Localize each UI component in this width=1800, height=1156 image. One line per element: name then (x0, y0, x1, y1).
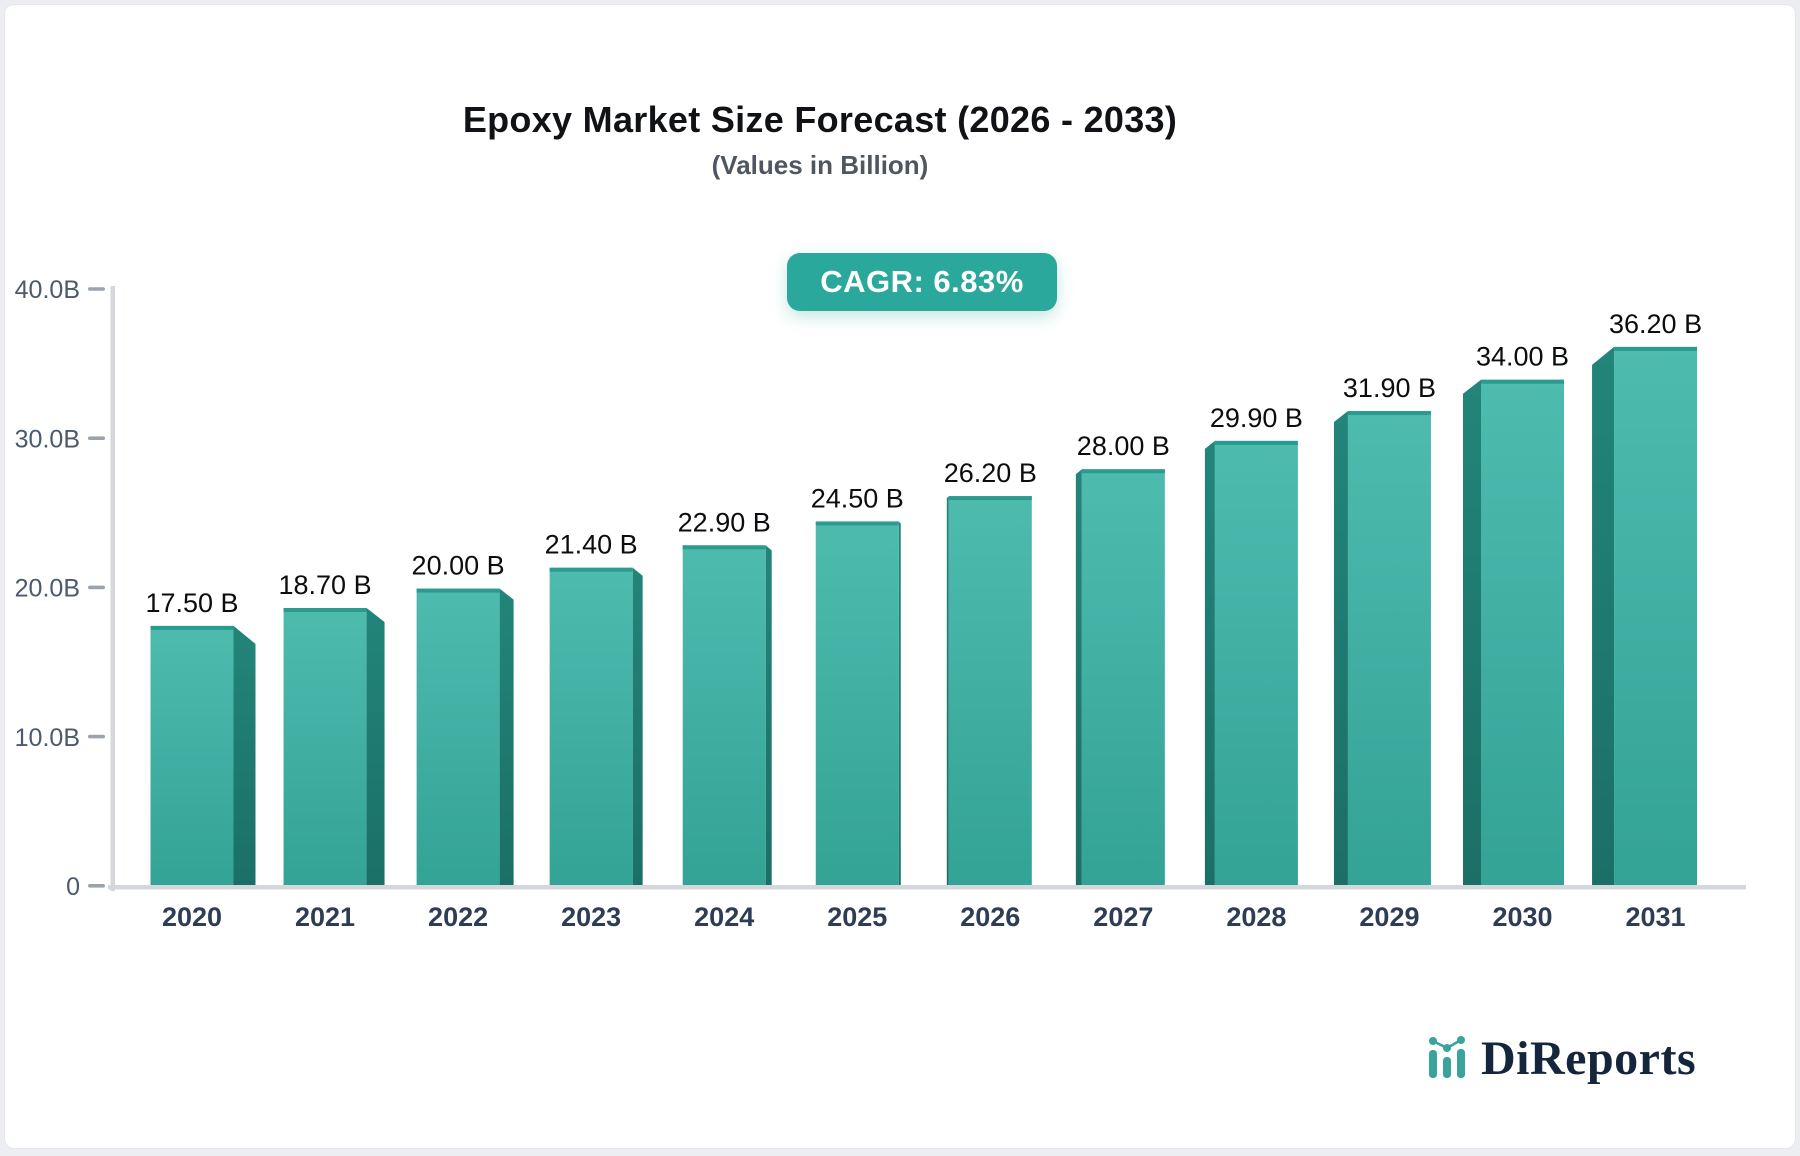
y-axis-label: 0 (66, 873, 80, 901)
x-axis-line (108, 885, 1746, 890)
cagr-badge-label: CAGR: 6.83% (820, 264, 1024, 299)
bar-front-face (682, 545, 766, 887)
bar-top-edge (1614, 346, 1698, 351)
bar-top-edge (1081, 469, 1165, 474)
bar-front-face (1214, 440, 1298, 887)
bar-front-face (549, 567, 633, 887)
bar-value-label: 20.00 B (412, 551, 505, 581)
bar-top-edge (283, 607, 367, 612)
chart-title: Epoxy Market Size Forecast (2026 - 2033) (462, 99, 1178, 140)
bar-2023: 21.40 B 2023 (545, 530, 643, 932)
bar-value-label: 21.40 B (545, 530, 638, 560)
x-axis-label: 2023 (561, 902, 621, 932)
x-axis-label: 2021 (295, 902, 355, 932)
mini-bar-line-chart-icon (1429, 1036, 1465, 1078)
x-axis-label: 2020 (162, 902, 222, 932)
bar-front-face (1347, 411, 1431, 887)
x-axis-label: 2029 (1359, 902, 1419, 932)
bar-2026: 26.20 B 2026 (944, 458, 1037, 932)
cagr-badge: CAGR: 6.83% (787, 253, 1057, 311)
bar-2025: 24.50 B 2025 (811, 483, 904, 932)
bar-value-label: 18.70 B (279, 570, 372, 600)
bar-2027: 28.00 B 2027 (1075, 431, 1170, 932)
bar-top-edge (416, 588, 500, 593)
x-axis-label: 2026 (960, 902, 1020, 932)
x-axis-label: 2024 (694, 902, 754, 932)
y-axis-label: 30.0B (15, 425, 80, 453)
bar-side-face (499, 588, 514, 887)
bar-front-face (1481, 379, 1564, 887)
bar-front-face (1614, 346, 1698, 887)
bar-2028: 29.90 B 2028 (1204, 403, 1303, 932)
bar-2031: 36.20 B 2031 (1592, 309, 1702, 932)
x-axis-label: 2028 (1226, 902, 1286, 932)
logo-text: DiReports (1481, 1032, 1697, 1085)
chart-subtitle: (Values in Billion) (711, 150, 929, 180)
x-axis-label: 2025 (827, 902, 887, 932)
bar-top-edge (1481, 379, 1564, 384)
y-tick (88, 585, 105, 590)
bar-side-face (366, 607, 385, 887)
bar-front-face (1081, 469, 1165, 887)
bar-front-face (150, 625, 234, 887)
bar-side-face (1075, 469, 1082, 887)
bar-top-edge (549, 567, 633, 572)
bar-top-edge (948, 496, 1032, 501)
x-axis-label: 2022 (428, 902, 488, 932)
bar-value-label: 26.20 B (944, 458, 1037, 488)
bar-value-label: 17.50 B (145, 588, 238, 618)
bar-front-face (416, 588, 500, 887)
bar-top-edge (815, 521, 899, 526)
bar-side-face (946, 496, 949, 887)
y-tick (88, 734, 105, 739)
bar-value-label: 36.20 B (1609, 309, 1702, 339)
bar-value-label: 31.90 B (1343, 373, 1436, 403)
bar-2021: 18.70 B 2021 (279, 570, 385, 932)
direports-logo: DiReports (1426, 1034, 1696, 1083)
y-tick (88, 287, 105, 291)
y-tick (88, 436, 105, 440)
bar-value-label: 29.90 B (1210, 403, 1303, 433)
bar-side-face (233, 625, 256, 887)
bar-value-label: 24.50 B (811, 483, 904, 513)
y-axis-label: 20.0B (15, 575, 80, 603)
x-axis-label: 2027 (1093, 902, 1153, 932)
y-axis-label: 10.0B (15, 724, 80, 752)
bar-2022: 20.00 B 2022 (412, 551, 514, 932)
bar-side-face (1463, 379, 1481, 887)
bar-side-face (1204, 440, 1215, 887)
y-tick (88, 884, 105, 888)
x-axis-label: 2031 (1626, 902, 1686, 932)
x-axis-label: 2030 (1492, 902, 1552, 932)
bar-front-face (815, 521, 899, 887)
bar-top-edge (1214, 440, 1298, 445)
bar-front-face (948, 496, 1032, 887)
bar-2029: 31.90 B 2029 (1333, 373, 1436, 932)
bar-value-label: 34.00 B (1476, 342, 1569, 372)
bar-side-face (1592, 346, 1615, 887)
bar-2020: 17.50 B 2020 (145, 588, 256, 932)
y-axis-label: 40.0B (15, 276, 80, 304)
bar-2030: 34.00 B 2030 (1463, 342, 1569, 932)
y-axis-line (110, 286, 115, 891)
bar-side-face (632, 567, 643, 887)
bar-side-face (765, 545, 772, 887)
bar-2024: 22.90 B 2024 (678, 507, 772, 932)
bar-top-edge (1347, 411, 1431, 416)
bar-side-face (1333, 411, 1348, 887)
bar-front-face (283, 607, 367, 887)
bar-value-label: 28.00 B (1077, 431, 1170, 461)
bar-side-face (898, 521, 901, 887)
bar-value-label: 22.90 B (678, 507, 771, 537)
bar-top-edge (150, 625, 234, 630)
bar-top-edge (682, 545, 766, 550)
